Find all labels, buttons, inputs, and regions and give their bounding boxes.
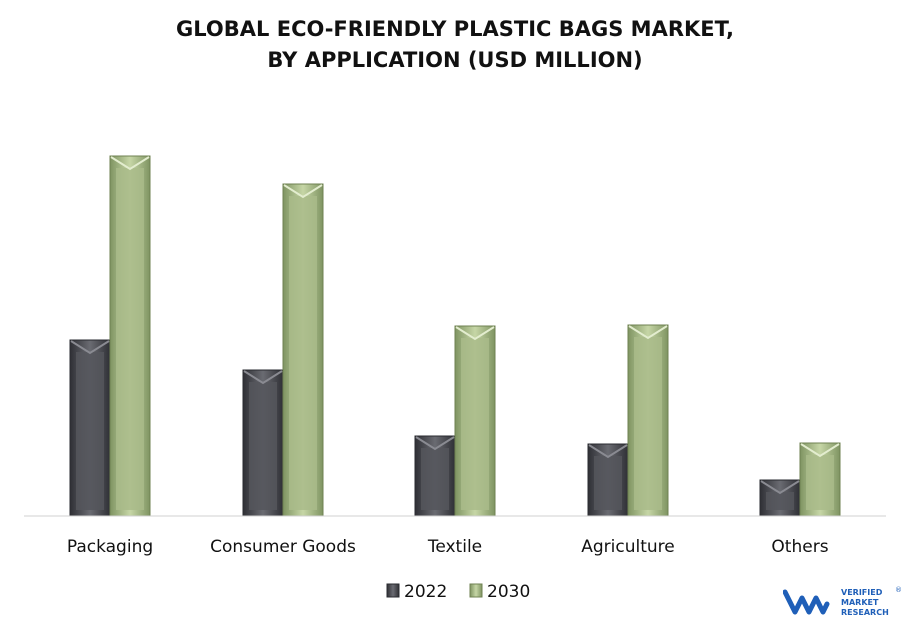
category-label-others: Others: [771, 537, 828, 557]
verified-market-research-logo: VERIFIED MARKET RESEARCH ®: [783, 586, 902, 617]
legend-label-2022: 2022: [404, 582, 447, 602]
chart-title-line1: GLOBAL ECO-FRIENDLY PLASTIC BAGS MARKET,: [176, 17, 734, 41]
bar-packaging-2030: [109, 155, 151, 517]
logo-text-research: RESEARCH: [841, 608, 889, 617]
bar-others-2030: [799, 442, 841, 517]
category-label-packaging: Packaging: [67, 537, 153, 557]
bar-consumer-goods-2022: [242, 369, 284, 517]
bar-agriculture-2030: [627, 324, 669, 517]
legend-swatch-2030: [469, 583, 483, 598]
vmr-logo-mark: [783, 589, 830, 615]
bar-agriculture-2022: [587, 443, 629, 517]
legend-label-2030: 2030: [487, 582, 530, 602]
logo-text-market: MARKET: [841, 598, 879, 607]
bars-layer: [69, 155, 841, 517]
legend-swatch-2022: [386, 583, 400, 598]
bar-packaging-2022: [69, 339, 111, 517]
logo-text-verified: VERIFIED: [841, 588, 883, 597]
bar-consumer-goods-2030: [282, 183, 324, 517]
category-label-textile: Textile: [427, 537, 482, 557]
chart-title: GLOBAL ECO-FRIENDLY PLASTIC BAGS MARKET,…: [0, 14, 910, 76]
category-label-consumer-goods: Consumer Goods: [210, 537, 356, 557]
category-label-agriculture: Agriculture: [581, 537, 675, 557]
bar-others-2022: [759, 479, 801, 517]
registered-mark: ®: [895, 586, 902, 594]
legend: 2022 2030: [386, 582, 530, 602]
bar-textile-2022: [414, 435, 456, 517]
category-labels: Packaging Consumer Goods Textile Agricultur…: [67, 537, 829, 557]
chart-title-line2: BY APPLICATION (USD MILLION): [267, 48, 643, 72]
bar-textile-2030: [454, 325, 496, 517]
